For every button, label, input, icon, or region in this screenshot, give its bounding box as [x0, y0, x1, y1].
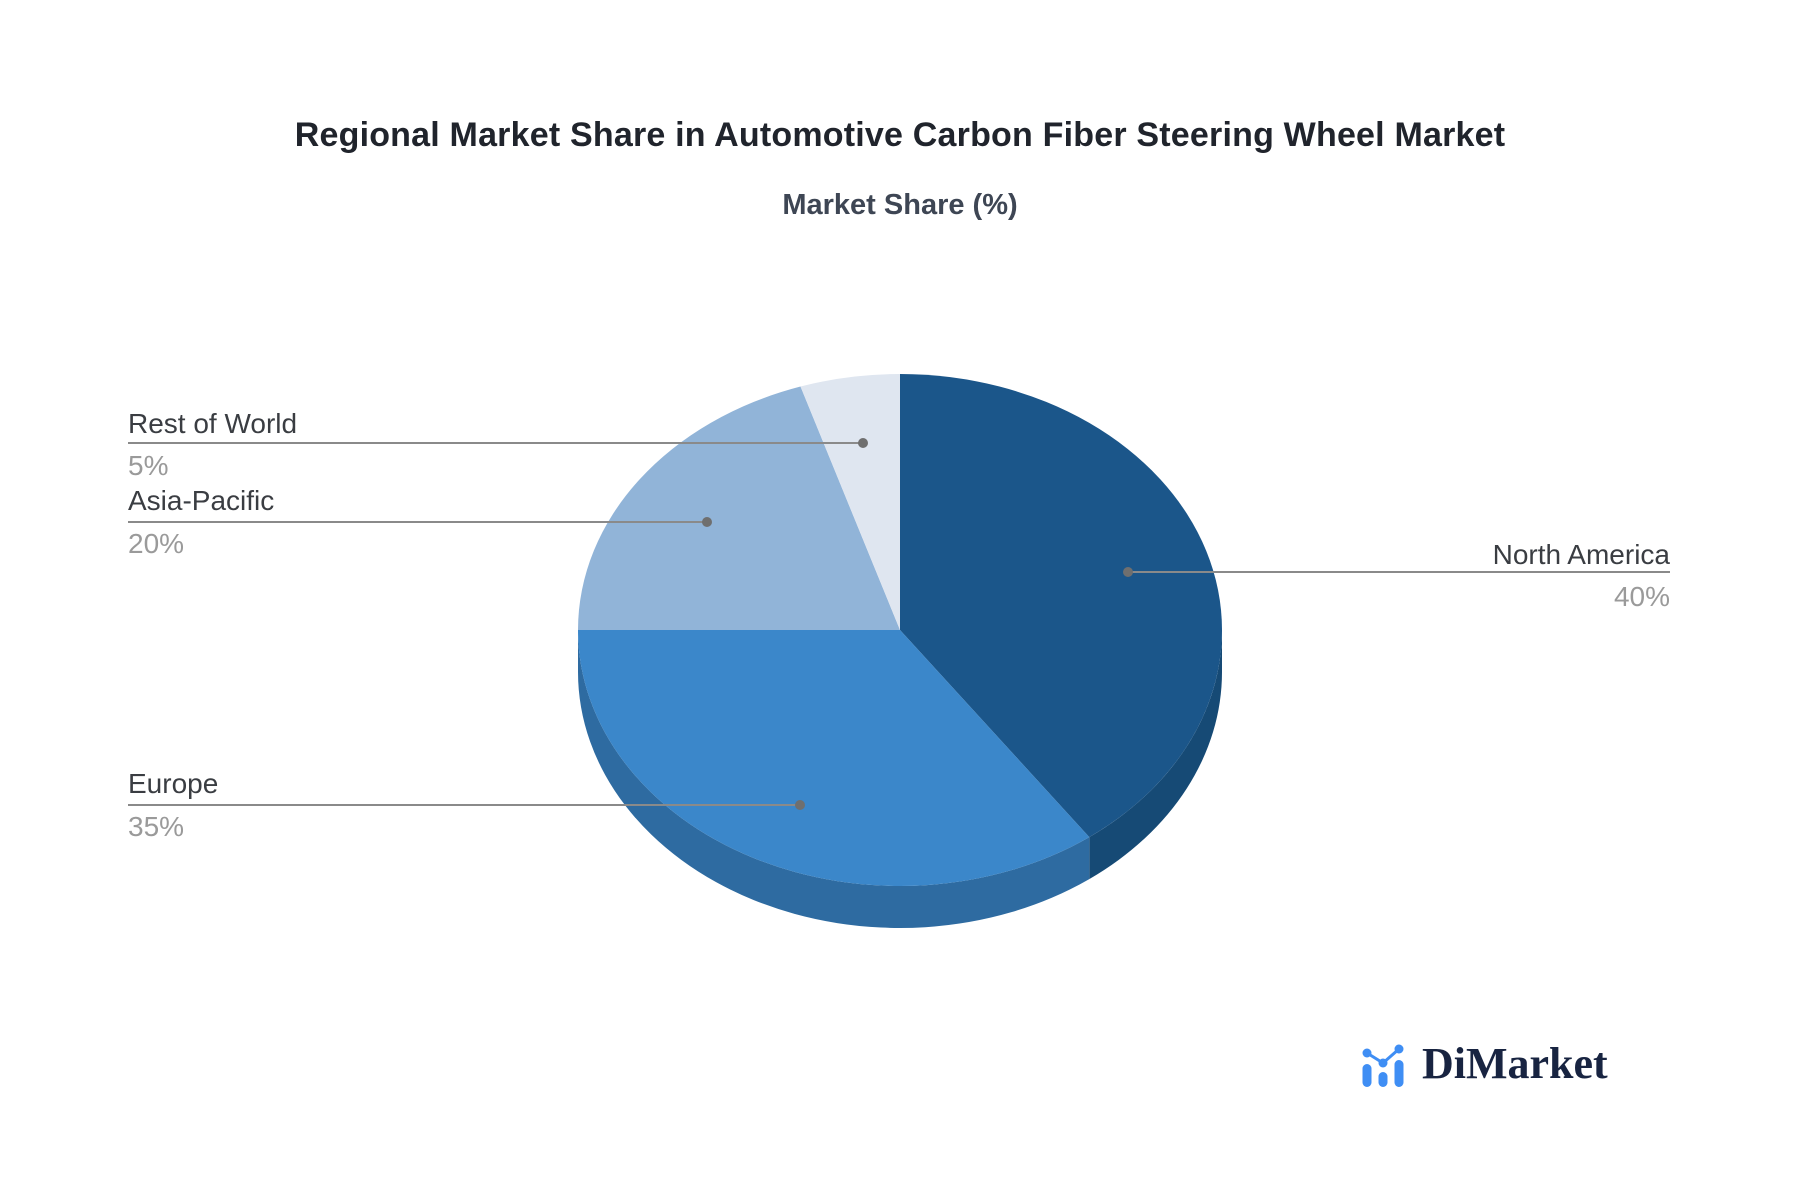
pie-slice-europe [578, 630, 1090, 886]
bar-chart-with-trend-dots-icon [1362, 1044, 1404, 1087]
chart-title: Regional Market Share in Automotive Carb… [294, 116, 1506, 154]
callout-value-rest-of-world: 5% [128, 450, 169, 481]
leader-line-europe [128, 804, 800, 806]
pie-slice-asia-pacific [578, 386, 900, 630]
pie-slice-north-america [900, 374, 1222, 838]
leader-line-rest-of-world [128, 442, 863, 444]
callout-value-asia-pacific: 20% [128, 528, 185, 559]
callout-value-europe: 35% [128, 811, 185, 842]
callout-label-asia-pacific: Asia-Pacific [128, 485, 275, 516]
leader-dot-asia-pacific [702, 517, 712, 527]
callout-value-north-america: 40% [1613, 581, 1670, 612]
chart-subtitle: Market Share (%) [782, 189, 1018, 221]
callout-label-north-america: North America [1492, 539, 1670, 570]
leader-dot-rest-of-world [858, 438, 868, 448]
pie-slice-side-north-america [1089, 630, 1222, 880]
pie-slice-side-europe [578, 630, 1090, 928]
leader-dot-europe [795, 800, 805, 810]
callout-label-europe: Europe [128, 768, 219, 799]
logo-text: DiMarket [1422, 1039, 1608, 1088]
callout-label-rest-of-world: Rest of World [128, 408, 298, 439]
leader-dot-north-america [1123, 567, 1133, 577]
leader-line-asia-pacific [128, 521, 707, 523]
pie-slice-rest-of-world [800, 374, 900, 630]
logo: DiMarket [1362, 1040, 1608, 1092]
leader-line-north-america [1128, 571, 1670, 573]
